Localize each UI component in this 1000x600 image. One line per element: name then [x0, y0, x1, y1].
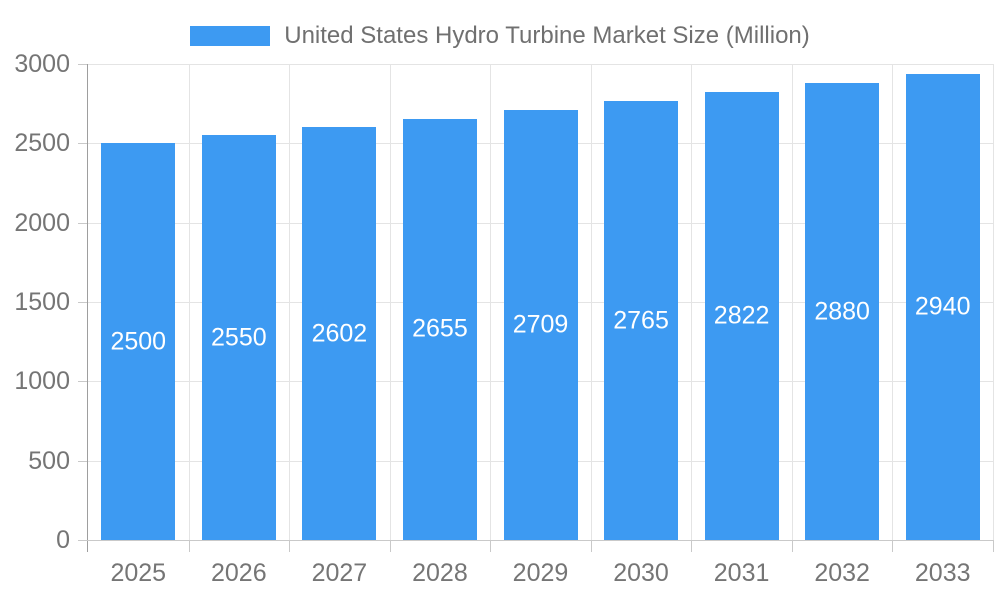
x-axis-tick	[389, 540, 391, 552]
vertical-gridline	[791, 64, 793, 540]
vertical-gridline	[691, 64, 693, 540]
x-axis-tick	[791, 540, 793, 552]
x-axis-tick	[892, 540, 894, 552]
bar[interactable]: 2940	[905, 73, 980, 540]
horizontal-gridline	[88, 64, 993, 65]
y-axis-label: 1000	[14, 367, 70, 396]
bar-value-label: 2550	[211, 323, 267, 352]
bar[interactable]: 2602	[302, 127, 377, 540]
vertical-gridline	[188, 64, 190, 540]
bar[interactable]: 2655	[402, 118, 477, 540]
y-axis-tick	[78, 222, 88, 224]
bar-value-label: 2709	[512, 310, 569, 339]
legend-item[interactable]: United States Hydro Turbine Market Size …	[190, 22, 810, 50]
bar-value-label: 2940	[914, 292, 971, 321]
x-axis-label: 2027	[311, 559, 368, 587]
x-axis-label: 2029	[512, 559, 569, 587]
y-axis-label: 2500	[14, 129, 70, 158]
bar[interactable]: 2550	[201, 135, 276, 540]
legend-swatch	[190, 26, 271, 46]
vertical-gridline	[389, 64, 391, 540]
x-axis-label: 2033	[914, 559, 971, 587]
y-axis-tick	[78, 143, 88, 145]
y-axis-label: 3000	[14, 50, 70, 78]
bar[interactable]: 2500	[101, 143, 176, 540]
vertical-gridline	[993, 64, 994, 540]
vertical-gridline	[490, 64, 492, 540]
vertical-gridline	[590, 64, 592, 540]
y-axis-line	[87, 64, 88, 552]
y-axis-tick	[78, 302, 88, 303]
bar-value-label: 2602	[311, 319, 368, 348]
y-axis-tick	[78, 381, 88, 383]
bar[interactable]: 2709	[503, 110, 578, 540]
x-axis-line	[78, 540, 993, 541]
x-axis-tick	[289, 540, 291, 552]
bar[interactable]: 2880	[805, 83, 880, 540]
y-axis-label: 0	[56, 526, 70, 554]
legend-label: United States Hydro Turbine Market Size …	[284, 22, 810, 49]
x-axis-tick	[188, 540, 190, 552]
vertical-gridline	[289, 64, 291, 540]
x-axis-label: 2028	[412, 559, 468, 587]
x-axis-tick	[590, 540, 592, 552]
x-axis-label: 2026	[211, 559, 267, 587]
y-axis-tick	[78, 64, 88, 65]
vertical-gridline	[892, 64, 894, 540]
x-axis-tick	[490, 540, 492, 552]
bar-value-label: 2880	[814, 297, 870, 325]
bar[interactable]: 2822	[704, 92, 779, 540]
legend: United States Hydro Turbine Market Size …	[0, 22, 1000, 50]
bar-value-label: 2822	[713, 301, 770, 330]
bar-value-label: 2765	[613, 306, 669, 335]
x-axis-label: 2025	[110, 559, 167, 587]
y-axis-label: 2000	[14, 208, 70, 237]
y-axis-tick	[78, 460, 88, 462]
x-axis-tick	[691, 540, 693, 552]
x-axis-tick	[993, 540, 994, 552]
x-axis-label: 2032	[814, 559, 870, 587]
y-axis-label: 500	[28, 446, 70, 475]
x-axis-label: 2030	[613, 559, 669, 587]
y-axis-label: 1500	[14, 288, 70, 316]
bar-value-label: 2655	[412, 314, 468, 343]
x-axis-label: 2031	[713, 559, 770, 587]
bar-value-label: 2500	[110, 327, 167, 356]
bar[interactable]: 2765	[604, 101, 679, 540]
